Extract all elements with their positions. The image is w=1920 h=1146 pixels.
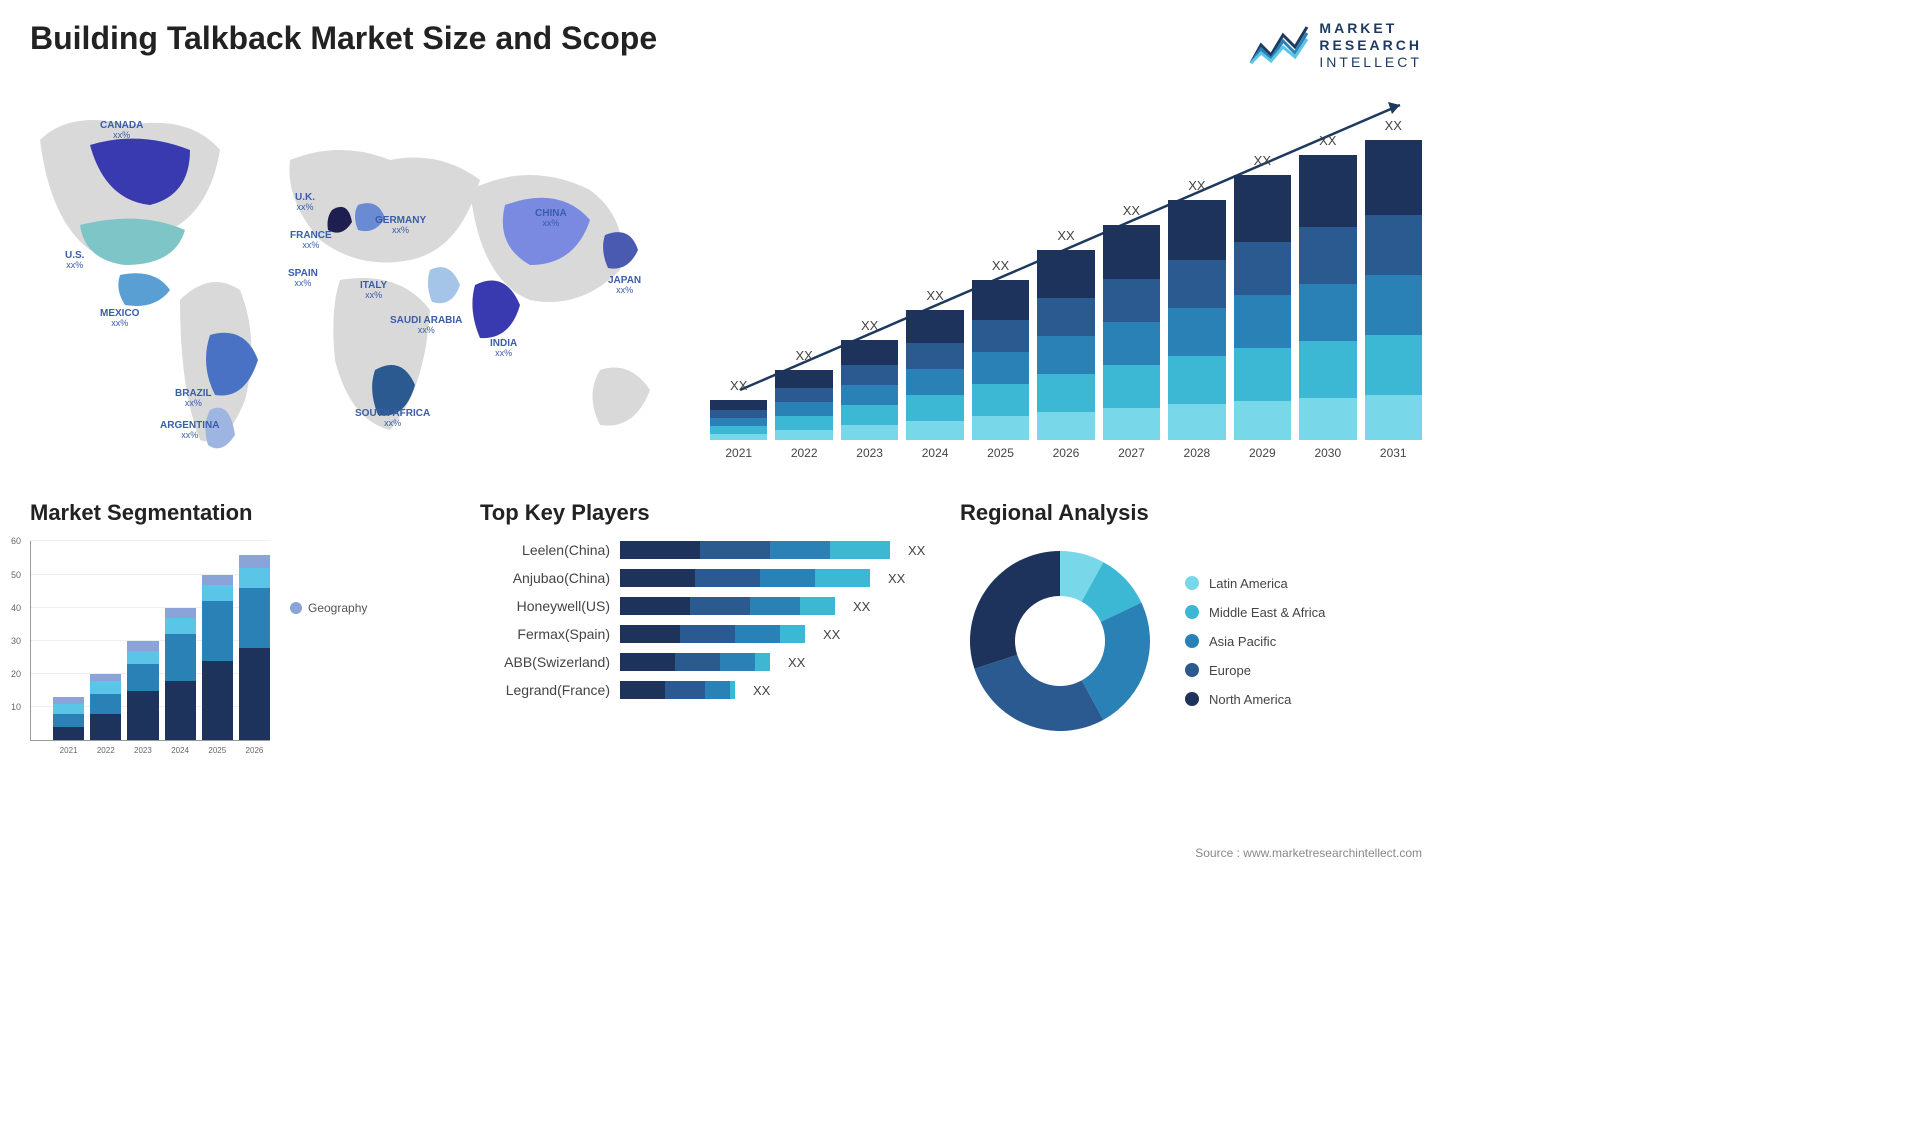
main-bar-2021: XX2021 [710,400,767,440]
seg-bar-2026: 2026 [239,555,270,741]
map-label-mexico: MEXICOxx% [100,308,139,329]
player-row: Legrand(France)XX [480,681,930,699]
main-bar-2027: XX2027 [1103,225,1160,440]
seg-bar-2024: 2024 [165,608,196,741]
donut-seg [974,655,1103,731]
logo-icon [1249,25,1309,65]
segmentation-chart: 102030405060202120222023202420252026 [30,541,270,741]
main-bar-2024: XX2024 [906,310,963,440]
regional-legend-item: Middle East & Africa [1185,605,1325,620]
map-label-brazil: BRAZILxx% [175,388,212,409]
source-text: Source : www.marketresearchintellect.com [1195,846,1422,860]
map-label-france: FRANCExx% [290,230,332,251]
regional-legend: Latin America Middle East & Africa Asia Pa… [1185,576,1325,707]
map-label-italy: ITALYxx% [360,280,387,301]
players-title: Top Key Players [480,500,930,526]
map-label-india: INDIAxx% [490,338,517,359]
map-label-uk: U.K.xx% [295,192,315,213]
main-bar-2028: XX2028 [1168,200,1225,440]
seg-bar-2025: 2025 [202,575,233,741]
main-bar-2029: XX2029 [1234,175,1291,440]
seg-bar-2022: 2022 [90,674,121,740]
seg-bar-2023: 2023 [127,641,158,741]
seg-bar-2021: 2021 [53,697,84,740]
regional-title: Regional Analysis [960,500,1422,526]
player-row: ABB(Swizerland)XX [480,653,930,671]
logo-text: MARKET RESEARCH INTELLECT [1319,20,1422,70]
map-label-japan: JAPANxx% [608,275,641,296]
main-bar-2025: XX2025 [972,280,1029,440]
brand-logo: MARKET RESEARCH INTELLECT [1249,20,1422,70]
main-bar-2031: XX2031 [1365,140,1422,440]
map-label-spain: SPAINxx% [288,268,318,289]
map-label-china: CHINAxx% [535,208,567,229]
segmentation-title: Market Segmentation [30,500,450,526]
main-bar-2026: XX2026 [1037,250,1094,440]
player-row: Leelen(China)XX [480,541,930,559]
regional-donut [960,541,1160,741]
segmentation-legend: Geography [290,601,367,615]
player-row: Fermax(Spain)XX [480,625,930,643]
map-label-saudiarabia: SAUDI ARABIAxx% [390,315,462,336]
regional-legend-item: North America [1185,692,1325,707]
world-map: CANADAxx% U.S.xx% MEXICOxx% BRAZILxx% ARGENT… [30,90,670,470]
player-row: Honeywell(US)XX [480,597,930,615]
donut-seg [970,551,1060,669]
map-label-southafrica: SOUTH AFRICAxx% [355,408,430,429]
regional-legend-item: Asia Pacific [1185,634,1325,649]
main-bar-2023: XX2023 [841,340,898,440]
map-label-us: U.S.xx% [65,250,84,271]
map-svg [30,90,670,470]
main-bar-2030: XX2030 [1299,155,1356,440]
main-bar-chart: XX2021XX2022XX2023XX2024XX2025XX2026XX20… [710,90,1422,470]
regional-legend-item: Europe [1185,663,1325,678]
player-row: Anjubao(China)XX [480,569,930,587]
map-label-argentina: ARGENTINAxx% [160,420,219,441]
map-label-germany: GERMANYxx% [375,215,426,236]
regional-legend-item: Latin America [1185,576,1325,591]
map-label-canada: CANADAxx% [100,120,143,141]
page-title: Building Talkback Market Size and Scope [30,20,657,57]
players-chart: Leelen(China)XX Anjubao(China)XX Honeywell… [480,541,930,699]
main-bar-2022: XX2022 [775,370,832,440]
